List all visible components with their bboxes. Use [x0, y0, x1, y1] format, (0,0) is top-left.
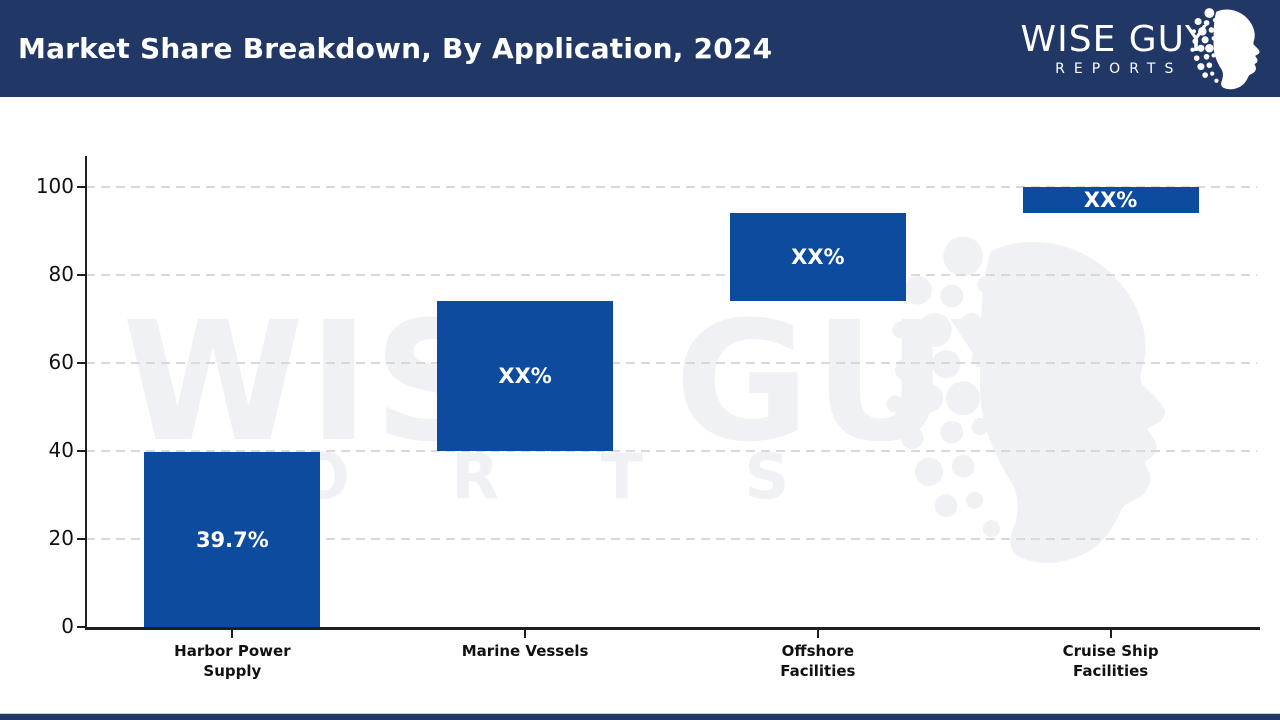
logo-brand-text: WISE GUY: [1020, 18, 1208, 60]
page-title: Market Share Breakdown, By Application, …: [18, 32, 773, 65]
y-gridline: [86, 274, 1257, 276]
x-axis-category-label: Cruise Ship Facilities: [1062, 642, 1159, 680]
y-axis-line: [85, 156, 87, 630]
header-bar: Market Share Breakdown, By Application, …: [0, 0, 1280, 97]
bar-value-label: XX%: [1083, 188, 1138, 213]
bar-segment: XX%: [437, 301, 614, 451]
x-axis-category-label: Offshore Facilities: [780, 642, 856, 680]
x-axis-line: [85, 627, 1260, 630]
y-axis-tick-mark: [77, 626, 85, 628]
logo-face-icon: [1190, 7, 1260, 89]
bar-segment: 39.7%: [144, 452, 321, 627]
y-axis-tick-label: 20: [48, 526, 74, 550]
y-gridline: [86, 538, 1257, 540]
x-axis-category-label: Harbor Power Supply: [174, 642, 291, 680]
y-axis-tick-label: 100: [35, 174, 74, 198]
y-axis-tick-label: 0: [61, 614, 74, 638]
y-gridline: [86, 186, 1257, 188]
bar-value-label: XX%: [791, 245, 845, 270]
y-axis-tick-label: 60: [48, 350, 74, 374]
y-gridline: [86, 450, 1257, 452]
watermark-face-icon: [886, 236, 1165, 563]
y-axis-tick-mark: [77, 186, 85, 188]
y-axis-tick-mark: [77, 274, 85, 276]
bar-value-label: 39.7%: [195, 527, 269, 552]
y-axis-tick-mark: [77, 450, 85, 452]
footer-hairline: [0, 713, 1280, 714]
logo-subbrand-text: REPORTS: [1055, 60, 1183, 77]
y-axis-tick-mark: [77, 538, 85, 540]
logo-text: WISE GUY REPORTS: [1020, 18, 1209, 77]
bar-segment: XX%: [1022, 187, 1199, 214]
bar-value-label: XX%: [498, 364, 552, 389]
x-axis-category-label: Marine Vessels: [461, 642, 589, 660]
bar-segment: XX%: [729, 213, 906, 302]
y-axis-tick-label: 80: [48, 262, 74, 286]
y-axis-tick-label: 40: [48, 438, 74, 462]
y-gridline: [86, 362, 1257, 364]
logo: WISE GUY REPORTS: [1021, 6, 1267, 92]
x-axis-tick-mark: [524, 630, 527, 638]
x-axis-tick-mark: [1109, 630, 1112, 638]
y-axis-tick-mark: [77, 362, 85, 364]
footer-bar: [0, 714, 1280, 720]
x-axis-tick-mark: [231, 630, 234, 638]
x-axis-tick-mark: [816, 630, 819, 638]
